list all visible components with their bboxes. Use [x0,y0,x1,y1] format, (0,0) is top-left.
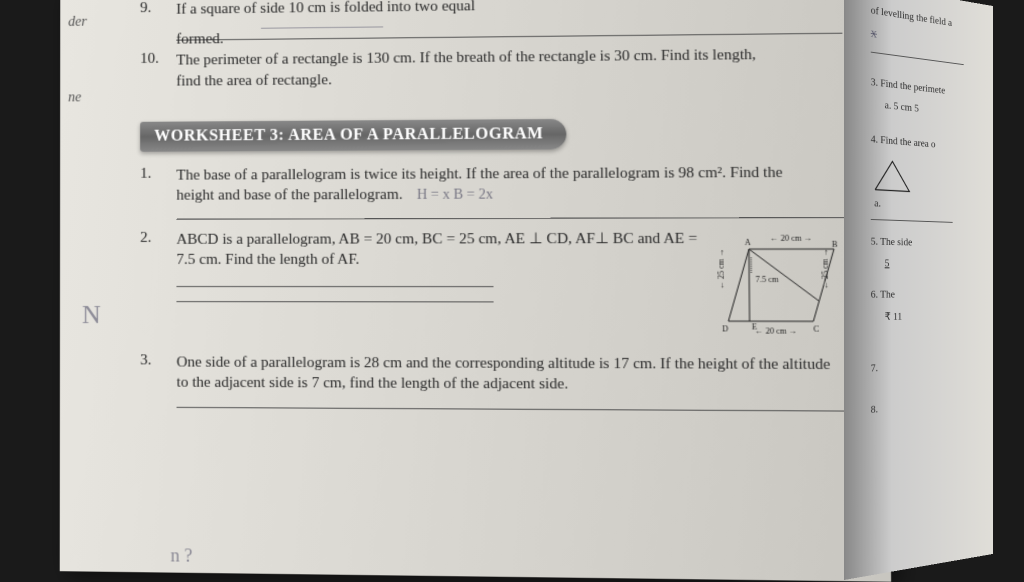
question-10: 10. The perimeter of a rectangle is 130 … [140,44,843,91]
rp-q5a: 5 [871,257,986,270]
ws-question-2: 2. ABCD is a parallelogram, AB = 20 cm, … [140,228,845,342]
rule-line-4a [176,286,493,287]
diag-top: ← 20 cm → [770,233,812,242]
q10-line1: The perimeter of a rectangle is 130 cm. … [176,47,756,69]
diag-left: ← 25 cm → [717,248,726,289]
w1-line2: height and base of the parallelogram. [176,187,402,204]
w3-line1: One side of a parallelogram is 28 cm and… [176,354,830,373]
parallelogram-diagram: A B C D E ← 20 cm → ← 25 cm → ← 25 cm → … [717,228,846,342]
rule-line-1 [261,27,383,29]
doodle-N: N [82,300,101,330]
w1-body: The base of a parallelogram is twice its… [176,162,844,207]
diag-right: ← 25 cm → [820,248,830,289]
question-9: 9. If a square of side 10 cm is folded i… [140,0,842,20]
q9-text: If a square of side 10 cm is folded into… [176,0,842,20]
diag-bottom: ← 20 cm → [755,326,797,335]
rp-rule-2 [871,219,953,223]
diag-inner: 7.5 cm [756,275,780,284]
w3-line2: to the adjacent side is 7 cm, find the l… [177,375,569,393]
diag-C: C [813,324,819,333]
rp-q4a: a. [871,197,986,214]
rule-line-4b [176,302,493,303]
w3-number: 3. [140,352,176,393]
q9-number: 9. [140,0,176,20]
ws-question-3: 3. One side of a parallelogram is 28 cm … [140,352,846,396]
diag-B: B [832,240,838,249]
w1-number: 1. [140,165,176,206]
rp-q5: 5. The side [871,236,986,250]
rp-q3a: a. 5 cm 5 [871,98,986,121]
w2-number: 2. [140,230,176,341]
w1-line1: The base of a parallelogram is twice its… [176,164,782,183]
triangle-icon [871,155,914,197]
rule-line-3 [176,217,844,220]
q10-number: 10. [140,51,176,92]
left-page: der ne 9. If a square of side 10 cm is f… [60,0,891,582]
w1-handwriting: H = x B = 2x [417,187,493,202]
right-page: of levelling the field a x 3. Find the p… [844,0,993,580]
rule-line-5 [177,407,847,412]
ws-question-1: 1. The base of a parallelogram is twice … [140,162,844,207]
w2-line2: 7.5 cm. Find the length of AF. [176,252,359,268]
w2-body: ABCD is a parallelogram, AB = 20 cm, BC … [176,228,845,342]
worksheet-banner: WORKSHEET 3: AREA OF A PARALLELOGRAM [140,119,566,152]
q10-body: The perimeter of a rectangle is 130 cm. … [176,44,843,91]
margin-ne: ne [68,90,81,106]
diag-A: A [745,238,751,247]
w2-line1: ABCD is a parallelogram, AB = 20 cm, BC … [176,231,697,248]
doodle-bottom: n ? [171,545,193,567]
diag-D: D [722,324,728,333]
rp-q6: 6. The [871,288,986,300]
q10-line2: find the area of rectangle. [176,72,332,89]
margin-der: der [68,15,87,31]
rp-q6a: ₹ 11 [871,308,986,323]
w3-body: One side of a parallelogram is 28 cm and… [176,352,846,396]
